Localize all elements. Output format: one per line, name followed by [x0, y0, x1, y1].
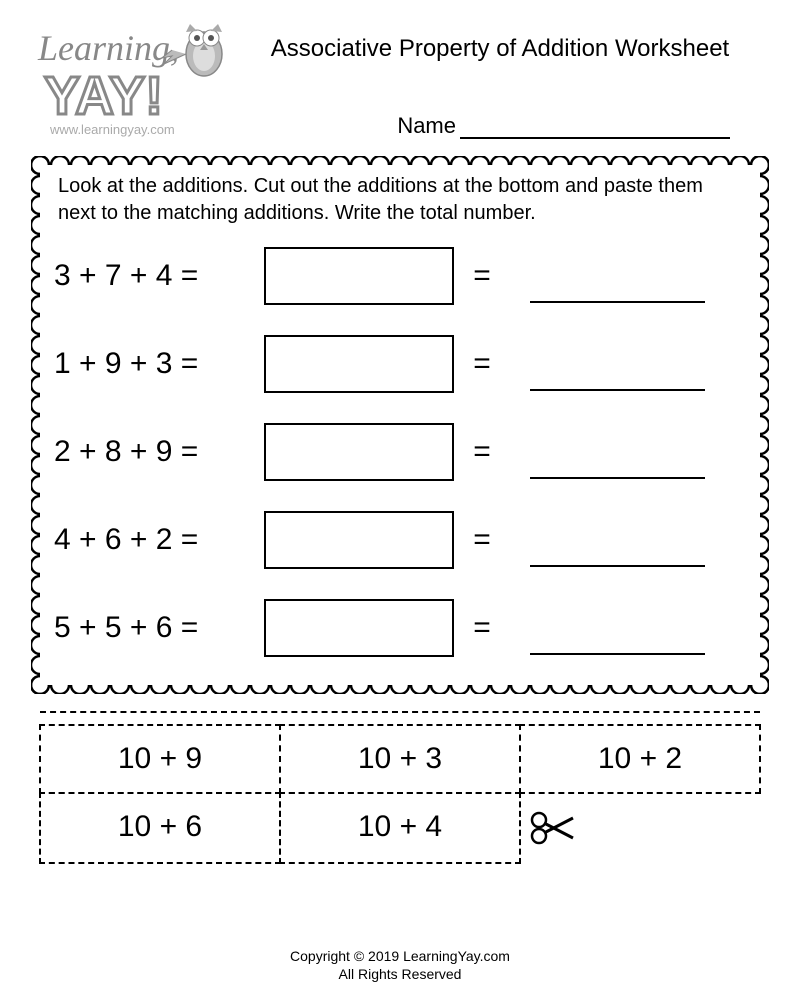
- header: Learning, YAY! www.learningyay.com Assoc…: [0, 0, 800, 140]
- logo-url-text: www.learningyay.com: [49, 122, 175, 137]
- title-area: Associative Property of Addition Workshe…: [230, 10, 770, 139]
- problem-2-paste-box[interactable]: [264, 335, 454, 393]
- dash-line: [40, 711, 760, 713]
- instructions-text: Look at the additions. Cut out the addit…: [54, 173, 746, 227]
- footer-copyright: Copyright © 2019 LearningYay.com: [0, 948, 800, 964]
- logo-learning-text: Learning,: [37, 28, 179, 68]
- worksheet-title: Associative Property of Addition Workshe…: [230, 35, 770, 63]
- cut-divider: [40, 711, 760, 713]
- footer: Copyright © 2019 LearningYay.com All Rig…: [0, 948, 800, 982]
- problem-4-paste-box[interactable]: [264, 511, 454, 569]
- problem-row-4: 4 + 6 + 2 = =: [54, 509, 746, 571]
- cutout-2[interactable]: 10 + 3: [279, 724, 521, 794]
- cutout-3[interactable]: 10 + 2: [519, 724, 761, 794]
- problem-2-expression: 1 + 9 + 3 =: [54, 347, 254, 381]
- name-label: Name: [397, 113, 456, 139]
- problem-row-1: 3 + 7 + 4 = =: [54, 245, 746, 307]
- footer-rights: All Rights Reserved: [0, 966, 800, 982]
- logo-yay-text: YAY!: [44, 66, 163, 126]
- scissors-cell: [519, 792, 761, 864]
- logo-svg: Learning, YAY! www.learningyay.com: [30, 10, 230, 140]
- problem-5-expression: 5 + 5 + 6 =: [54, 611, 254, 645]
- problem-5-equals: =: [464, 611, 500, 645]
- cutout-1[interactable]: 10 + 9: [39, 724, 281, 794]
- problem-4-expression: 4 + 6 + 2 =: [54, 523, 254, 557]
- cutout-section: 10 + 9 10 + 3 10 + 2 10 + 6 10 + 4: [40, 711, 760, 863]
- problem-1-paste-box[interactable]: [264, 247, 454, 305]
- problem-1-equals: =: [464, 259, 500, 293]
- cutout-4[interactable]: 10 + 6: [39, 792, 281, 864]
- problem-3-paste-box[interactable]: [264, 423, 454, 481]
- problem-2-answer-line[interactable]: [530, 347, 705, 391]
- problem-3-expression: 2 + 8 + 9 =: [54, 435, 254, 469]
- cutout-grid: 10 + 9 10 + 3 10 + 2 10 + 6 10 + 4: [40, 725, 760, 863]
- problem-5-answer-line[interactable]: [530, 611, 705, 655]
- problem-5-paste-box[interactable]: [264, 599, 454, 657]
- problem-2-equals: =: [464, 347, 500, 381]
- problem-row-3: 2 + 8 + 9 = =: [54, 421, 746, 483]
- problem-row-5: 5 + 5 + 6 = =: [54, 597, 746, 659]
- problem-1-answer-line[interactable]: [530, 259, 705, 303]
- name-input-line[interactable]: [460, 137, 730, 139]
- scissors-icon: [527, 808, 577, 848]
- problem-row-2: 1 + 9 + 3 = =: [54, 333, 746, 395]
- cutout-5[interactable]: 10 + 4: [279, 792, 521, 864]
- main-worksheet-box: Look at the additions. Cut out the addit…: [30, 155, 770, 689]
- logo: Learning, YAY! www.learningyay.com: [30, 10, 230, 140]
- name-row: Name: [230, 113, 770, 139]
- problem-4-answer-line[interactable]: [530, 523, 705, 567]
- problem-1-expression: 3 + 7 + 4 =: [54, 259, 254, 293]
- problem-4-equals: =: [464, 523, 500, 557]
- problem-3-answer-line[interactable]: [530, 435, 705, 479]
- problem-3-equals: =: [464, 435, 500, 469]
